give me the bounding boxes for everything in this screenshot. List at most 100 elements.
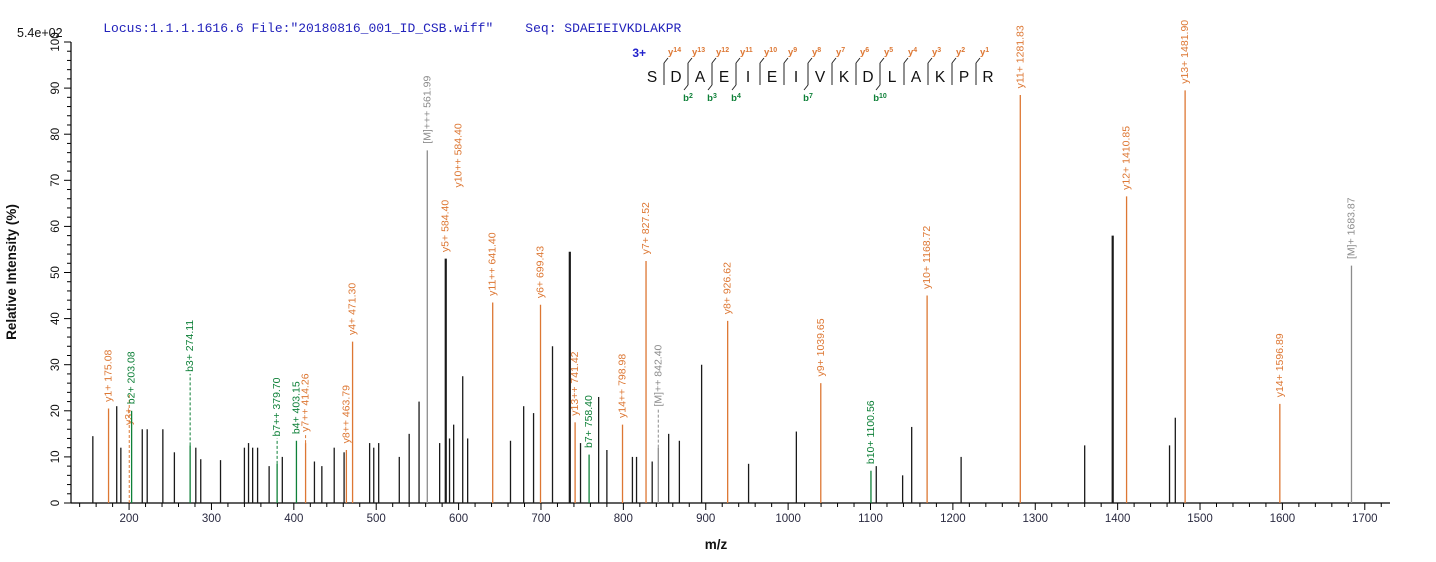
x-tick-label: 700 [531,513,550,525]
residue-letter: L [888,69,897,86]
peak-label: y10++ 584.40 [453,123,465,187]
x-tick-label: 500 [367,513,386,525]
b-ion-label: b7 [803,93,813,104]
y-ion-tick [831,57,837,64]
peak-label: y1+ 175.08 [103,349,115,401]
y-tick-label: 70 [50,174,62,187]
peak-label: y3+ [123,408,135,425]
y-tick-label: 90 [50,82,62,95]
x-tick-label: 1100 [858,513,883,525]
sequence-text: Seq: SDAEIEIVKDLAKPR [525,21,682,36]
y-ion-tick [951,57,957,64]
x-tick-label: 400 [284,513,303,525]
residue-letter: E [719,69,729,86]
x-tick-label: 300 [202,513,221,525]
b-ion-label: b10 [873,93,887,104]
peak-label: b3+ 274.11 [184,320,196,372]
x-tick-label: 600 [449,513,468,525]
y-ion-label: y11 [740,47,753,58]
y-tick-label: 60 [50,220,62,233]
b-ion-tick [683,84,689,91]
y-tick-label: 20 [50,404,62,417]
y-ion-label: y8 [812,47,821,58]
residue-letter: A [911,69,922,86]
y-tick-label: 100 [50,32,62,51]
y-tick-label: 50 [50,266,62,279]
y-ion-label: y3 [932,47,941,58]
b-ion-tick [707,84,713,91]
b-ion-tick [731,84,737,91]
xaxis-title: m/z [705,537,728,552]
b-ion-tick [803,84,809,91]
y-ion-label: y12 [716,47,729,58]
peak-label: y9+ 1039.65 [815,318,827,376]
peak-label: b7++ 379.70 [271,377,283,436]
y-ion-label: y9 [788,47,797,58]
peak-label: b2+ 203.08 [126,351,138,404]
y-ion-label: y14 [668,47,681,58]
y-ion-tick [855,57,861,64]
y-ion-tick [711,57,717,64]
peak-label: y11++ 641.40 [487,232,499,296]
peak-label: y5+ 584.40 [440,200,452,252]
x-tick-label: 1500 [1187,513,1213,525]
peak-label: b10+ 1100.56 [865,400,877,464]
peak-label: y8++ 463.79 [340,385,352,444]
peak-label: b4+ 403.15 [290,381,302,434]
peak-label: y7+ 827.52 [640,202,652,254]
peak-label: y13+ 1481.90 [1179,20,1191,84]
b-ion-label: b3 [707,93,717,104]
x-tick-label: 800 [614,513,633,525]
y-ion-tick [663,57,669,64]
x-tick-label: 1400 [1105,513,1131,525]
peak-label: y12+ 1410.85 [1121,126,1133,190]
peak-label: [M]++ 842.40 [652,344,664,406]
y-tick-label: 80 [50,128,62,141]
x-tick-label: 200 [119,513,138,525]
yaxis-title: Relative Intensity (%) [4,204,19,340]
peak-label: y13++ 741.42 [569,351,581,415]
residue-letter: R [982,69,993,86]
y-ion-label: y7 [836,47,845,58]
b-ion-tick [875,84,881,91]
peak-label: y10+ 1168.72 [921,226,933,289]
y-tick-label: 0 [50,500,62,506]
peak-label: y14++ 798.98 [617,354,629,418]
y-tick-label: 30 [50,358,62,371]
header: Locus:1.1.1.1616.6 File:"20180816_001_ID… [72,6,681,51]
y-ion-tick [735,57,741,64]
y-tick-label: 10 [50,451,62,464]
x-tick-label: 1300 [1022,513,1048,525]
y-ion-label: y1 [980,47,989,58]
residue-letter: S [647,69,657,86]
y-ion-label: y13 [692,47,705,58]
peak-label: [M]+++ 561.99 [421,76,433,144]
y-ion-tick [783,57,789,64]
peak-label: y6+ 699.43 [535,246,547,298]
peak-label: y11+ 1281.83 [1014,25,1026,88]
y-tick-label: 40 [50,312,62,325]
y-ion-tick [687,57,693,64]
b-ion-label: b2 [683,93,693,104]
residue-letter: P [959,69,969,86]
charge-state-label: 3+ [632,46,646,60]
residue-letter: D [670,69,681,86]
x-tick-label: 900 [696,513,715,525]
peak-label: b7+ 758.40 [583,395,595,448]
y-ion-label: y2 [956,47,965,58]
b-ion-label: b4 [731,93,741,104]
residue-letter: K [839,69,850,86]
y-ion-tick [927,57,933,64]
x-tick-label: 1200 [940,513,966,525]
y-ion-label: y4 [908,47,917,58]
residue-letter: I [794,69,798,86]
y-ion-tick [807,57,813,64]
scale-note: 5.4e+02 [17,26,63,40]
peak-label: y7++ 414.26 [300,373,312,432]
y-ion-tick [759,57,765,64]
peak-label: y14+ 1596.89 [1274,333,1286,397]
residue-letter: E [767,69,777,86]
residue-letter: I [746,69,750,86]
